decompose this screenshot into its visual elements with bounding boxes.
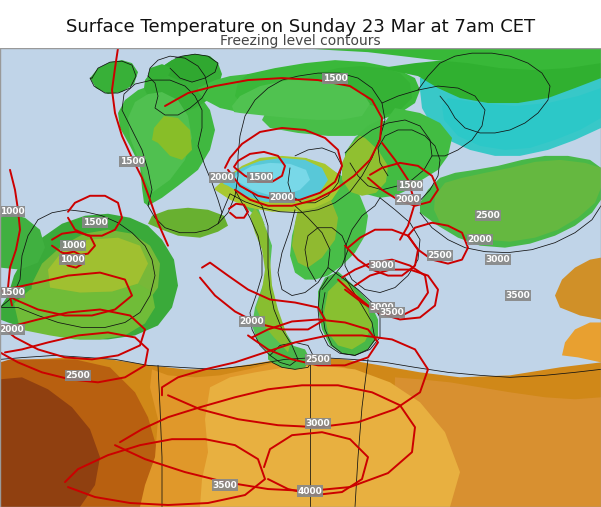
Text: 3000: 3000	[370, 303, 394, 312]
Polygon shape	[48, 238, 148, 293]
Polygon shape	[152, 116, 192, 160]
Text: 1500: 1500	[248, 173, 272, 183]
Polygon shape	[223, 158, 328, 203]
Text: Freezing level contours: Freezing level contours	[220, 34, 381, 49]
Text: 1000: 1000	[59, 255, 84, 264]
Text: 3500: 3500	[505, 291, 530, 300]
Polygon shape	[420, 48, 601, 156]
Polygon shape	[442, 88, 601, 150]
Text: 2000: 2000	[395, 195, 420, 204]
Polygon shape	[235, 60, 420, 123]
Polygon shape	[555, 258, 601, 319]
Polygon shape	[0, 214, 178, 339]
Polygon shape	[118, 83, 215, 206]
Polygon shape	[14, 283, 155, 339]
Text: 1000: 1000	[61, 241, 85, 250]
Polygon shape	[300, 48, 601, 70]
Text: 1000: 1000	[0, 207, 24, 216]
Polygon shape	[198, 74, 288, 112]
Polygon shape	[148, 208, 228, 238]
Polygon shape	[420, 156, 601, 247]
Text: 4000: 4000	[297, 487, 322, 495]
Polygon shape	[144, 54, 222, 116]
Text: 2500: 2500	[475, 211, 501, 220]
Text: Surface Temperature on Sunday 23 Mar at 7am CET: Surface Temperature on Sunday 23 Mar at …	[66, 18, 535, 36]
Polygon shape	[200, 366, 460, 507]
Polygon shape	[0, 357, 601, 507]
Polygon shape	[128, 92, 192, 193]
Polygon shape	[318, 272, 378, 355]
Polygon shape	[232, 80, 370, 120]
Polygon shape	[345, 120, 432, 198]
Polygon shape	[90, 60, 138, 94]
Polygon shape	[290, 158, 368, 279]
Polygon shape	[268, 345, 310, 369]
Polygon shape	[380, 48, 601, 103]
Polygon shape	[140, 359, 400, 507]
Polygon shape	[262, 98, 385, 136]
Text: 1500: 1500	[82, 218, 108, 227]
Text: 2000: 2000	[0, 325, 24, 334]
Polygon shape	[0, 214, 45, 270]
Polygon shape	[0, 377, 100, 507]
Polygon shape	[292, 166, 338, 268]
Polygon shape	[295, 66, 412, 120]
Polygon shape	[562, 322, 601, 363]
Polygon shape	[358, 108, 452, 190]
Text: 1500: 1500	[398, 182, 423, 190]
Text: 2500: 2500	[428, 251, 453, 260]
Text: 2000: 2000	[270, 193, 294, 202]
Text: 1500: 1500	[0, 288, 25, 297]
Text: 3000: 3000	[306, 419, 331, 428]
Polygon shape	[215, 156, 340, 212]
Text: 3000: 3000	[486, 255, 510, 264]
Text: 3000: 3000	[370, 261, 394, 270]
Text: 3500: 3500	[380, 308, 404, 317]
Polygon shape	[232, 163, 310, 195]
Polygon shape	[160, 54, 218, 82]
Text: 1500: 1500	[323, 74, 347, 83]
Polygon shape	[240, 198, 298, 366]
Text: 1500: 1500	[120, 157, 144, 166]
Polygon shape	[434, 160, 601, 242]
Text: 2000: 2000	[468, 235, 492, 244]
Polygon shape	[250, 208, 290, 352]
Polygon shape	[30, 230, 160, 315]
Polygon shape	[380, 377, 601, 507]
Polygon shape	[342, 136, 388, 196]
Polygon shape	[148, 64, 172, 80]
Polygon shape	[324, 279, 372, 349]
Text: 2000: 2000	[240, 317, 264, 326]
Polygon shape	[0, 359, 158, 507]
Text: 2500: 2500	[66, 371, 90, 380]
Text: 2000: 2000	[210, 173, 234, 183]
Text: 2500: 2500	[306, 355, 331, 364]
Text: 3500: 3500	[213, 481, 237, 490]
